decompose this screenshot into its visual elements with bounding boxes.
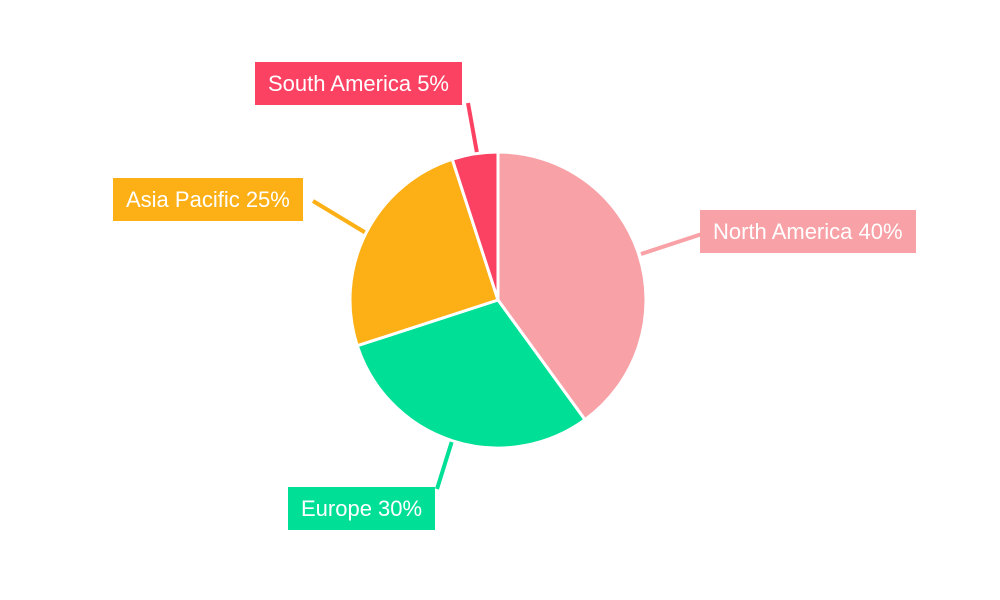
pie-slice-europe[interactable] (355, 298, 587, 450)
pie-label-north-america: North America 40% (700, 210, 916, 253)
pie-label-leader-line (435, 440, 454, 490)
pie-slice-asia-pacific[interactable] (348, 157, 500, 348)
pie-slice-south-america[interactable] (450, 150, 500, 302)
pie-label-asia-pacific: Asia Pacific 25% (113, 178, 303, 221)
pie-label-leader-line (466, 102, 479, 154)
pie-label-south-america: South America 5% (255, 62, 462, 105)
pie-label-leader-line (311, 199, 368, 235)
pie-label-leader-line (640, 231, 706, 256)
pie-label-europe: Europe 30% (288, 487, 436, 530)
pie-slice-north-america[interactable] (496, 150, 648, 422)
